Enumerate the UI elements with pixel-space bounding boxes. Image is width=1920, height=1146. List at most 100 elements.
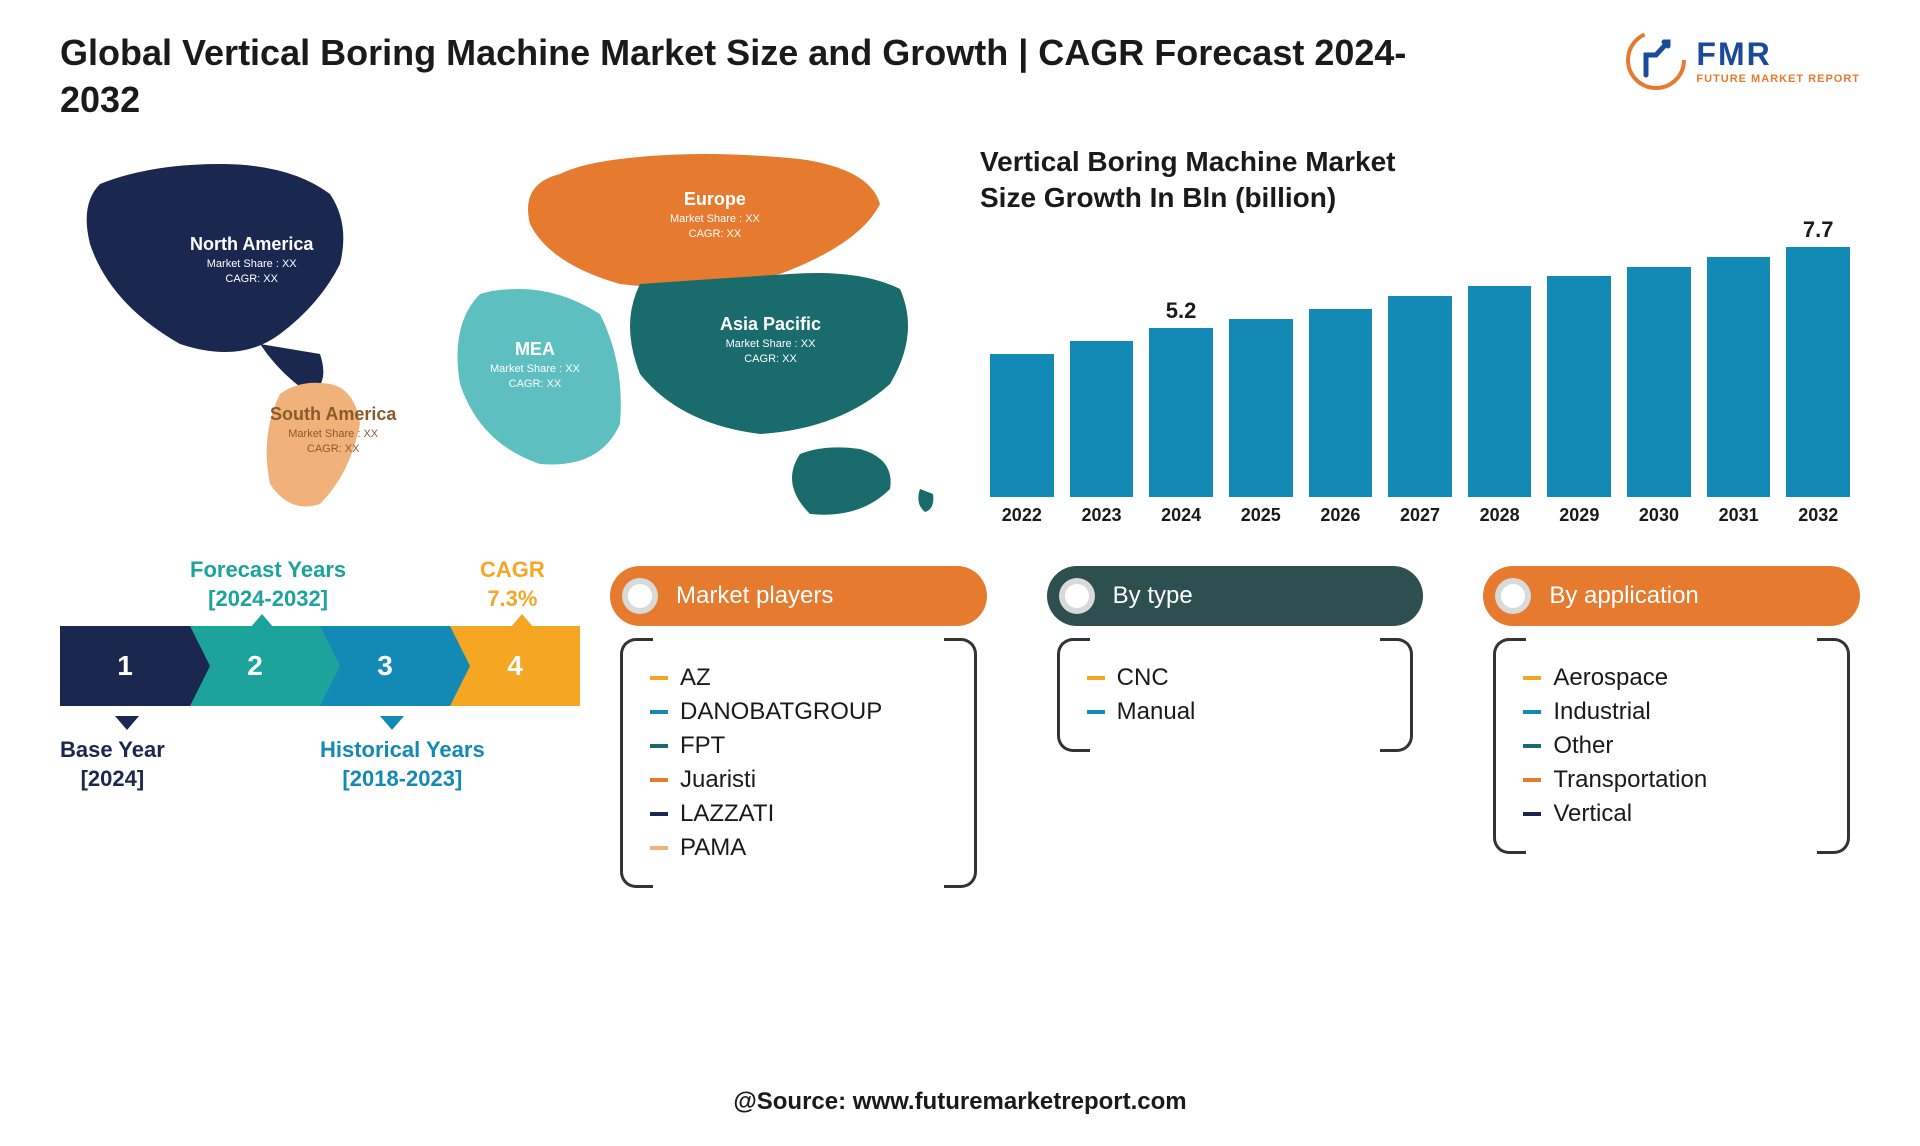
list-item-label: LAZZATI: [680, 800, 774, 828]
list-item-label: AZ: [680, 664, 711, 692]
list-item: DANOBATGROUP: [650, 698, 967, 726]
bar: [1309, 309, 1373, 498]
list-item: Juaristi: [650, 766, 967, 794]
tick-icon: [650, 676, 668, 680]
logo-text-main: FMR: [1696, 36, 1860, 73]
category-column: By application Aerospace Industrial Other Tr…: [1483, 566, 1860, 888]
bar: [1388, 296, 1452, 498]
tick-icon: [1523, 812, 1541, 816]
chart-title: Vertical Boring Machine Market Size Grow…: [980, 144, 1400, 217]
list-item: Transportation: [1523, 766, 1840, 794]
category-column: By type CNC Manual: [1047, 566, 1424, 888]
page-title: Global Vertical Boring Machine Market Si…: [60, 30, 1460, 124]
tick-icon: [650, 812, 668, 816]
tick-icon: [1087, 676, 1105, 680]
bar: [1547, 276, 1611, 497]
fmr-logo-icon: [1626, 30, 1686, 90]
bar: [1229, 319, 1293, 498]
bar-group: 2027: [1388, 296, 1452, 527]
list-item: FPT: [650, 732, 967, 760]
bar: [1468, 286, 1532, 497]
bar-year-label: 2028: [1480, 505, 1520, 526]
timeline-label-forecast: Forecast Years [2024-2032]: [190, 556, 346, 613]
tick-icon: [1523, 710, 1541, 714]
bar: [1786, 247, 1850, 497]
timeline-label-base: Base Year [2024]: [60, 736, 165, 793]
category-header: Market players: [610, 566, 987, 626]
category-title: Market players: [676, 582, 833, 610]
list-item-label: Vertical: [1553, 800, 1632, 828]
list-item-label: CNC: [1117, 664, 1169, 692]
list-item: Other: [1523, 732, 1840, 760]
tick-icon: [650, 744, 668, 748]
bar: [1627, 267, 1691, 498]
tick-icon: [1523, 676, 1541, 680]
list-item-label: Transportation: [1553, 766, 1707, 794]
list-item: AZ: [650, 664, 967, 692]
category-header: By type: [1047, 566, 1424, 626]
region-label-mea: MEA Market Share : XX CAGR: XX: [490, 339, 580, 390]
bullet-icon: [1495, 578, 1531, 614]
tick-icon: [1087, 710, 1105, 714]
logo-text-sub: FUTURE MARKET REPORT: [1696, 73, 1860, 85]
world-map: North America Market Share : XX CAGR: XX…: [60, 144, 940, 524]
list-item-label: Other: [1553, 732, 1613, 760]
bar: [1070, 341, 1134, 497]
list-item: Aerospace: [1523, 664, 1840, 692]
bar-year-label: 2032: [1798, 505, 1838, 526]
bar-chart: Vertical Boring Machine Market Size Grow…: [980, 144, 1860, 527]
bar-year-label: 2026: [1320, 505, 1360, 526]
source-attribution: @Source: www.futuremarketreport.com: [733, 1088, 1186, 1116]
bar-value-label: 5.2: [1166, 298, 1197, 324]
brand-logo: FMR FUTURE MARKET REPORT: [1626, 30, 1860, 90]
list-item-label: Juaristi: [680, 766, 756, 794]
tick-icon: [650, 778, 668, 782]
bar-group: 2029: [1547, 276, 1611, 526]
bar: [1149, 328, 1213, 497]
tick-icon: [1523, 778, 1541, 782]
list-item-label: Industrial: [1553, 698, 1650, 726]
bar-group: 2028: [1468, 286, 1532, 526]
list-item-label: Manual: [1117, 698, 1196, 726]
category-column: Market players AZ DANOBATGROUP FPT Juaristi L…: [610, 566, 987, 888]
bullet-icon: [622, 578, 658, 614]
list-item: Vertical: [1523, 800, 1840, 828]
bar-year-label: 2031: [1719, 505, 1759, 526]
list-item-label: FPT: [680, 732, 725, 760]
bar-year-label: 2029: [1559, 505, 1599, 526]
region-label-ap: Asia Pacific Market Share : XX CAGR: XX: [720, 314, 821, 365]
list-item: PAMA: [650, 834, 967, 862]
timeline: Forecast Years [2024-2032] CAGR 7.3% 123…: [60, 566, 580, 888]
list-item-label: Aerospace: [1553, 664, 1668, 692]
bar-group: 2023: [1070, 341, 1134, 526]
tick-icon: [1523, 744, 1541, 748]
timeline-label-cagr: CAGR 7.3%: [480, 556, 545, 613]
bar-year-label: 2023: [1081, 505, 1121, 526]
list-item-label: PAMA: [680, 834, 746, 862]
arrow-icon: [380, 716, 404, 730]
bar-value-label: 7.7: [1803, 217, 1834, 243]
category-header: By application: [1483, 566, 1860, 626]
bar-group: 2025: [1229, 319, 1293, 527]
tick-icon: [650, 846, 668, 850]
list-item-label: DANOBATGROUP: [680, 698, 882, 726]
bar-year-label: 2022: [1002, 505, 1042, 526]
timeline-segment: 1: [60, 626, 190, 706]
bar-year-label: 2024: [1161, 505, 1201, 526]
bar: [1707, 257, 1771, 498]
timeline-label-historical: Historical Years [2018-2023]: [320, 736, 485, 793]
bar-group: 5.2 2024: [1149, 298, 1213, 526]
bar-group: 2026: [1309, 309, 1373, 527]
region-label-eu: Europe Market Share : XX CAGR: XX: [670, 189, 760, 240]
bar-year-label: 2025: [1241, 505, 1281, 526]
category-list: Aerospace Industrial Other Transportation Ve…: [1483, 638, 1860, 854]
list-item: LAZZATI: [650, 800, 967, 828]
bar-group: 2030: [1627, 267, 1691, 527]
bar-year-label: 2027: [1400, 505, 1440, 526]
tick-icon: [650, 710, 668, 714]
arrow-icon: [115, 716, 139, 730]
category-title: By type: [1113, 582, 1193, 610]
category-list: CNC Manual: [1047, 638, 1424, 752]
bullet-icon: [1059, 578, 1095, 614]
bar-group: 2031: [1707, 257, 1771, 527]
